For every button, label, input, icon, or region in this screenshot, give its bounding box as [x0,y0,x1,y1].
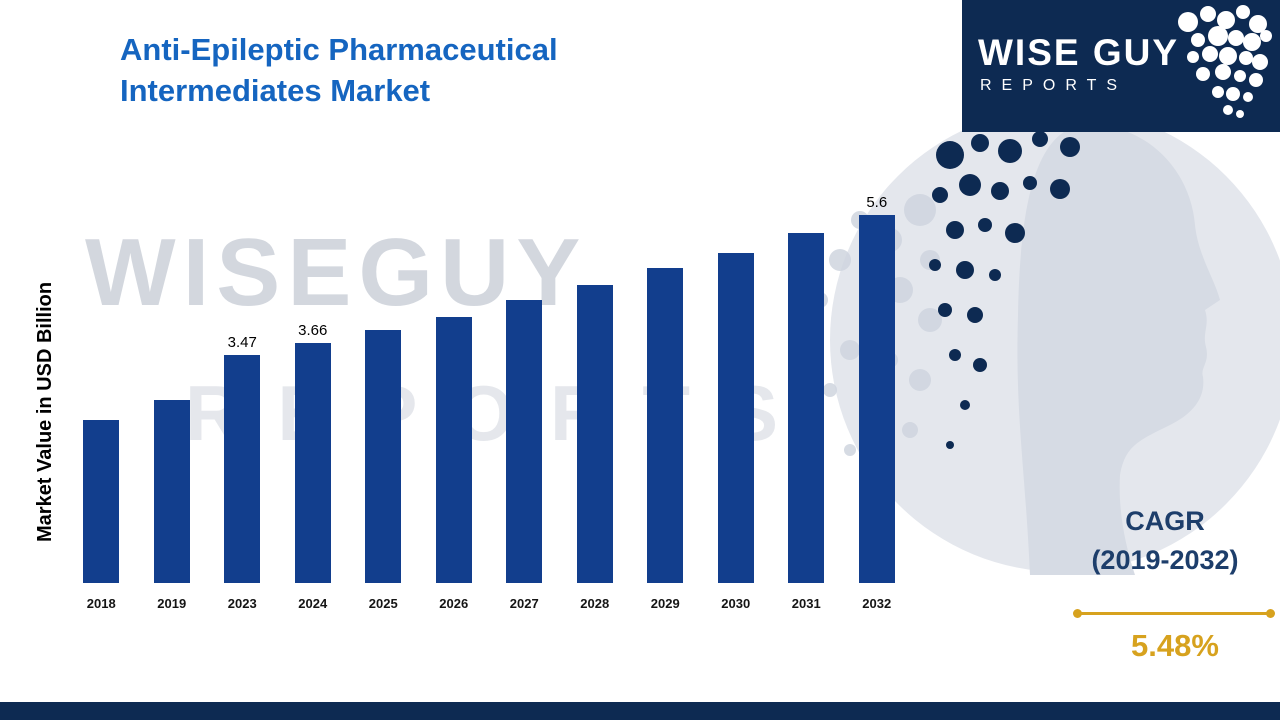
bar [506,300,543,583]
logo: WISE GUY REPORTS [978,32,1180,95]
bar-column: 2031 [771,137,842,611]
bar-column: 2027 [489,137,560,611]
bar-column: 2025 [348,137,419,611]
face-profile-watermark [1017,124,1220,575]
x-axis-label: 2032 [862,596,892,611]
bar [858,215,895,583]
bar-column: 2029 [630,137,701,611]
x-axis-label: 2027 [509,596,539,611]
bar [83,420,120,583]
x-axis-label: 2024 [298,596,328,611]
bar-column: 2018 [66,137,137,611]
logo-subtitle: REPORTS [980,76,1128,94]
x-axis-label: 2031 [791,596,821,611]
divider-dot-right [1266,609,1275,618]
bar [717,253,754,583]
bar [365,330,402,583]
cagr-range: (2019-2032) [1091,545,1239,575]
bar-column: 2028 [560,137,631,611]
bar-column: 3.47 2023 [207,137,278,611]
bar [576,285,613,583]
bar [647,268,684,583]
bar-value-label: 3.47 [227,334,257,351]
x-axis-label: 2023 [227,596,257,611]
bar-value-label: 5.6 [866,194,888,211]
bar [294,343,331,583]
cagr-divider [1073,609,1275,618]
bar-column: 5.6 2032 [842,137,913,611]
logo-wordmark: WISE GUY [978,32,1180,73]
bar-value-label: 3.66 [298,322,328,339]
x-axis-label: 2029 [650,596,680,611]
x-axis-label: 2018 [86,596,116,611]
x-axis-label: 2030 [721,596,751,611]
logo-face-icon [1178,5,1272,118]
bar [224,355,261,583]
bar-column: 2019 [137,137,208,611]
cagr-label: CAGR [1125,506,1205,536]
footer-bar [0,702,1280,720]
cagr-value: 5.48% [1131,628,1219,663]
bar-column: 2026 [419,137,490,611]
bar [153,400,190,583]
x-axis-label: 2019 [157,596,187,611]
bar-column: 2030 [701,137,772,611]
divider-dot-left [1073,609,1082,618]
page-title: Anti-Epileptic Pharmaceutical Intermedia… [120,32,558,108]
bar-column: 3.66 2024 [278,137,349,611]
x-axis-label: 2026 [439,596,469,611]
bar [435,317,472,583]
cagr-block: CAGR (2019-2032) [1055,506,1275,576]
watermark-text-line1: WISEGUY [85,219,588,326]
navy-dot-pattern-icon [929,131,1080,449]
x-axis-label: 2025 [368,596,398,611]
x-axis-label: 2028 [580,596,610,611]
bar-chart: 2018 2019 3.47 2023 3.66 2024 2025 2026 2027 2028… [66,137,913,611]
bar [788,233,825,583]
y-axis-label: Market Value in USD Billion [34,281,56,543]
